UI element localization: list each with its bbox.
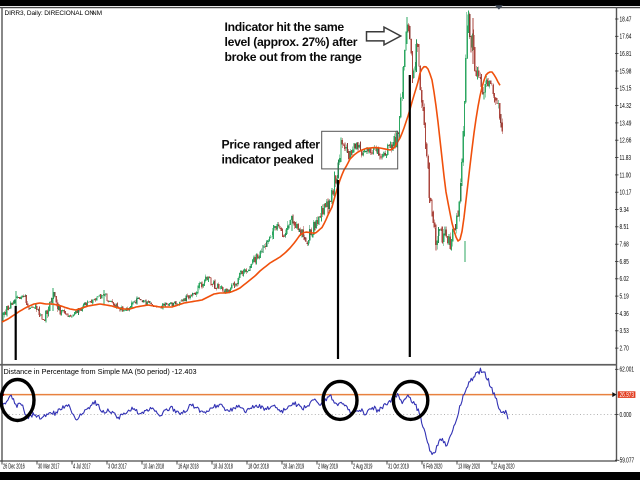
svg-text:4.36: 4.36 [620, 311, 630, 318]
svg-text:level (approx. 27%) after: level (approx. 27%) after [225, 35, 358, 49]
svg-text:6 Feb 2020: 6 Feb 2020 [423, 464, 442, 471]
svg-text:2.70: 2.70 [620, 346, 630, 353]
svg-text:62.001: 62.001 [620, 367, 635, 374]
svg-text:15.98: 15.98 [620, 69, 632, 76]
svg-text:7.68: 7.68 [620, 242, 630, 249]
svg-text:10 Jan 2018: 10 Jan 2018 [143, 464, 164, 471]
svg-text:9.34: 9.34 [620, 207, 630, 214]
svg-text:2 May 2019: 2 May 2019 [318, 464, 338, 471]
svg-text:broke out from the range: broke out from the range [225, 50, 363, 64]
svg-text:-59.077: -59.077 [618, 458, 635, 465]
svg-text:Indicator hit the same: Indicator hit the same [225, 20, 345, 34]
svg-text:2 Aug 2019: 2 Aug 2019 [353, 464, 372, 471]
svg-text:14.32: 14.32 [620, 103, 632, 110]
svg-text:18 Jul 2018: 18 Jul 2018 [213, 464, 233, 471]
svg-text:16.81: 16.81 [620, 51, 632, 58]
svg-text:13 May 2020: 13 May 2020 [458, 464, 480, 471]
svg-text:indicator peaked: indicator peaked [222, 153, 314, 167]
svg-text:12.66: 12.66 [620, 138, 632, 145]
svg-text:26.973: 26.973 [620, 392, 635, 399]
svg-text:16 Apr 2018: 16 Apr 2018 [178, 464, 199, 471]
svg-text:6.85: 6.85 [620, 259, 630, 266]
svg-text:30 Mar 2017: 30 Mar 2017 [38, 464, 60, 471]
svg-text:4 Jul 2017: 4 Jul 2017 [73, 464, 91, 471]
svg-text:3.53: 3.53 [620, 329, 630, 336]
svg-text:NM: NM [92, 10, 102, 17]
svg-text:Price ranged after: Price ranged after [222, 138, 321, 152]
svg-text:12 Aug 2020: 12 Aug 2020 [493, 464, 515, 471]
svg-text:18.47: 18.47 [620, 17, 632, 24]
svg-text:15.15: 15.15 [620, 86, 632, 93]
svg-text:10.17: 10.17 [620, 190, 632, 197]
svg-text:8.51: 8.51 [620, 225, 630, 232]
svg-text:11.83: 11.83 [620, 155, 632, 162]
svg-text:DIRR3, Daily: DIRECIONAL ON: DIRR3, Daily: DIRECIONAL ON [5, 10, 95, 17]
svg-text:0.000: 0.000 [620, 412, 632, 419]
svg-text:6.02: 6.02 [620, 277, 630, 284]
svg-text:31 Oct 2019: 31 Oct 2019 [388, 464, 409, 471]
svg-text:3 Oct 2017: 3 Oct 2017 [108, 464, 127, 471]
svg-text:28 Jan 2019: 28 Jan 2019 [283, 464, 304, 471]
svg-text:26 Dec 2016: 26 Dec 2016 [3, 464, 25, 471]
svg-text:17.64: 17.64 [620, 34, 632, 41]
svg-text:Distance in Percentage from Si: Distance in Percentage from Simple MA (5… [4, 367, 197, 376]
svg-text:11.00: 11.00 [620, 173, 632, 180]
svg-text:18 Oct 2018: 18 Oct 2018 [248, 464, 269, 471]
svg-text:13.49: 13.49 [620, 121, 632, 128]
svg-text:5.19: 5.19 [620, 294, 630, 301]
